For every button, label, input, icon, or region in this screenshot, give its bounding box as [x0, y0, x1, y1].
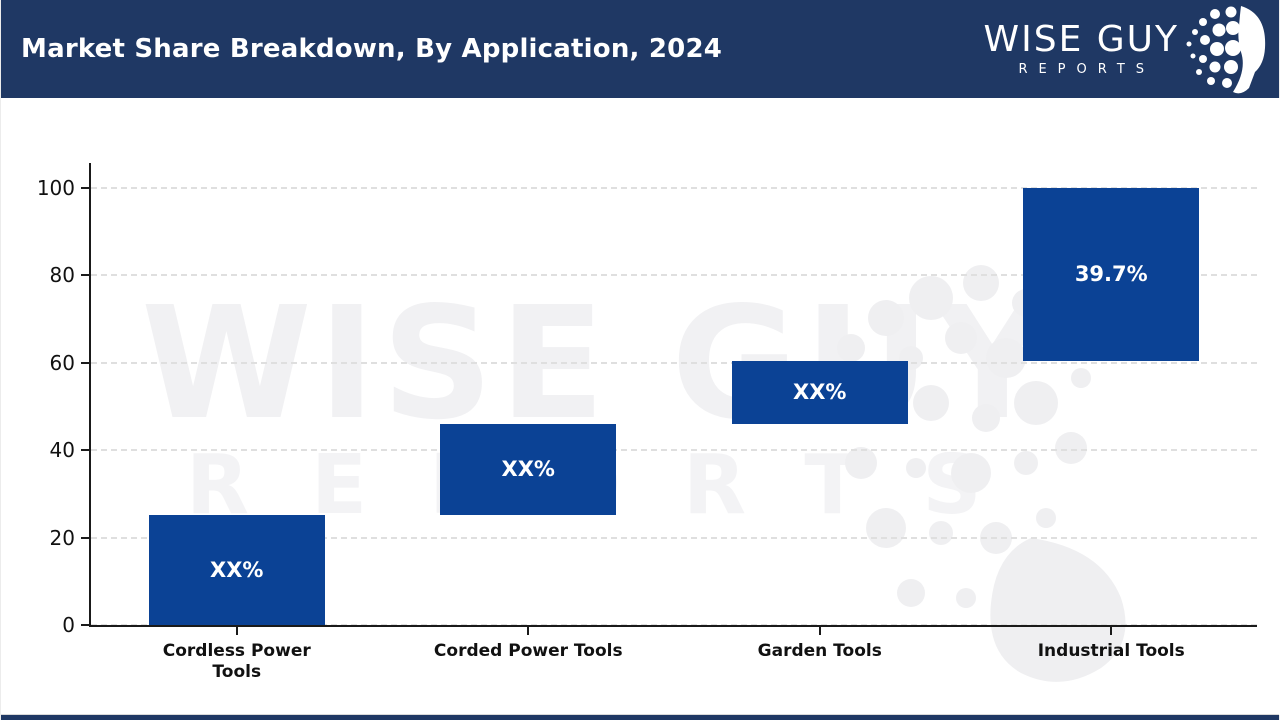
- y-tick-label: 40: [49, 438, 75, 462]
- y-tick-label: 20: [49, 525, 75, 550]
- bar-value-label: XX%: [210, 557, 264, 582]
- bar-value-label: 39.7%: [1074, 262, 1148, 287]
- y-tick-label: 0: [62, 613, 75, 637]
- y-axis: [89, 163, 91, 627]
- plot-area: 0 20 40 60 80 100 XX% Cordless Power Tools XX% Co…: [1, 98, 1280, 715]
- y-tick-label: 60: [49, 350, 75, 375]
- x-category-label: Industrial Tools: [1037, 641, 1185, 661]
- x-tick: [527, 627, 530, 635]
- bar-segment: XX%: [440, 423, 617, 515]
- header-bar: Market Share Breakdown, By Application, …: [1, 0, 1279, 98]
- footer-bar: [1, 715, 1279, 720]
- wiseguy-logo: WISE GUY REPORTS: [984, 0, 1268, 98]
- bar-segment: XX%: [731, 361, 908, 424]
- x-category-label: Corded Power Tools: [433, 641, 623, 661]
- y-tick-label: 100: [36, 175, 75, 200]
- y-gridline: [91, 186, 1257, 189]
- chart-area: WISE GUY REPORTS 020406080100XX%Cordless…: [1, 98, 1280, 715]
- logo-subtext: REPORTS: [1018, 61, 1156, 77]
- bar-segment: 39.7%: [1023, 187, 1200, 362]
- x-tick: [1110, 627, 1113, 635]
- y-tick: [81, 274, 89, 276]
- y-tick: [81, 624, 89, 626]
- y-tick: [81, 186, 89, 189]
- bar-segment: XX%: [148, 514, 325, 625]
- y-gridline: [91, 274, 1257, 276]
- x-category-label: Cordless Power Tools: [162, 641, 311, 683]
- chart-title: Market Share Breakdown, By Application, …: [21, 34, 723, 64]
- logo-text: WISE GUY REPORTS: [983, 18, 1180, 77]
- bar-value-label: XX%: [793, 380, 847, 405]
- y-gridline: [91, 449, 1257, 451]
- x-axis: [89, 625, 1257, 627]
- bottom-hairline: [1, 714, 1279, 715]
- x-category-label: Garden Tools: [757, 641, 882, 661]
- logo-face-icon: [1186, 6, 1266, 94]
- bar-value-label: XX%: [501, 457, 555, 482]
- y-tick: [81, 361, 89, 364]
- x-tick: [235, 627, 238, 635]
- y-tick: [81, 449, 89, 451]
- y-gridline: [91, 536, 1257, 539]
- logo-wordmark: WISE GUY: [983, 18, 1179, 60]
- y-tick-label: 80: [49, 263, 75, 287]
- x-tick: [818, 627, 821, 635]
- y-gridline: [91, 361, 1257, 364]
- y-tick: [81, 536, 89, 539]
